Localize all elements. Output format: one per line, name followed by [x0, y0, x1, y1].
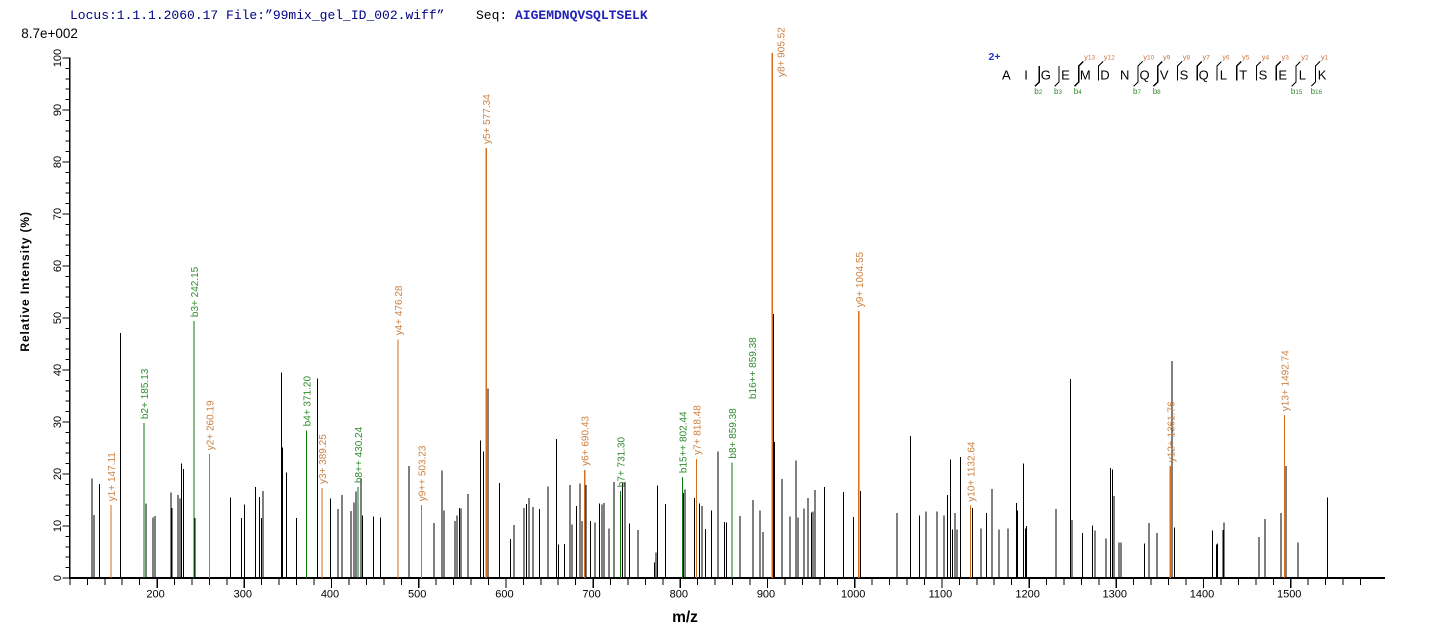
svg-text:D: D [1100, 68, 1109, 83]
svg-text:30: 30 [52, 416, 64, 428]
svg-text:S: S [1180, 68, 1189, 83]
svg-text:y12: y12 [1104, 52, 1115, 61]
svg-text:20: 20 [52, 468, 64, 480]
svg-text:b4: b4 [1074, 87, 1082, 96]
svg-text:b8: b8 [1153, 87, 1161, 96]
svg-text:y7: y7 [1203, 52, 1211, 61]
svg-text:y1+ 147.11: y1+ 147.11 [107, 452, 118, 501]
svg-text:40: 40 [52, 364, 64, 376]
svg-text:y5+ 577.34: y5+ 577.34 [482, 94, 493, 144]
svg-text:10: 10 [52, 520, 64, 532]
svg-text:b15: b15 [1291, 87, 1303, 96]
svg-text:1400: 1400 [1190, 589, 1214, 601]
svg-text:y8: y8 [1183, 52, 1191, 61]
svg-text:Q: Q [1139, 68, 1149, 83]
svg-text:M: M [1080, 68, 1091, 83]
svg-text:b7: b7 [1133, 87, 1141, 96]
svg-text:1200: 1200 [1015, 589, 1039, 601]
svg-text:y6: y6 [1222, 52, 1230, 61]
svg-text:L: L [1220, 68, 1227, 83]
svg-text:y3: y3 [1282, 52, 1290, 61]
svg-text:80: 80 [52, 156, 64, 168]
svg-text:800: 800 [670, 589, 688, 601]
svg-text:1300: 1300 [1103, 589, 1127, 601]
svg-text:b16: b16 [1311, 87, 1323, 96]
svg-text:b4+ 371.20: b4+ 371.20 [302, 376, 313, 427]
svg-text:y9++ 503.23: y9++ 503.23 [418, 445, 429, 501]
svg-text:AIGEMDNQVSQLTSELK: AIGEMDNQVSQLTSELK [515, 8, 648, 23]
svg-text:Seq:: Seq: [476, 8, 507, 23]
svg-text:70: 70 [52, 208, 64, 220]
svg-text:1100: 1100 [929, 589, 953, 601]
svg-text:I: I [1024, 68, 1028, 83]
svg-text:0: 0 [52, 575, 64, 581]
svg-text:b3: b3 [1054, 87, 1062, 96]
svg-text:L: L [1299, 68, 1306, 83]
svg-text:b3+ 242.15: b3+ 242.15 [190, 266, 201, 317]
svg-text:y13: y13 [1084, 52, 1095, 61]
svg-text:y13+ 1492.74: y13+ 1492.74 [1280, 350, 1291, 411]
svg-text:y4+ 476.28: y4+ 476.28 [394, 285, 405, 335]
svg-text:900: 900 [757, 589, 775, 601]
svg-text:400: 400 [321, 589, 339, 601]
svg-text:K: K [1318, 68, 1327, 83]
svg-text:60: 60 [52, 260, 64, 272]
svg-text:b15++ 802.44: b15++ 802.44 [678, 411, 689, 473]
svg-text:E: E [1061, 68, 1070, 83]
svg-text:Locus:1.1.1.2060.17 File:”99mi: Locus:1.1.1.2060.17 File:”99mix_gel_ID_0… [70, 8, 444, 23]
svg-text:E: E [1278, 68, 1287, 83]
svg-text:y9+ 1004.55: y9+ 1004.55 [855, 251, 866, 307]
svg-text:A: A [1002, 68, 1011, 83]
svg-text:100: 100 [52, 49, 64, 67]
svg-text:700: 700 [582, 589, 600, 601]
svg-text:b2: b2 [1034, 87, 1042, 96]
svg-text:y8+ 905.52: y8+ 905.52 [777, 27, 788, 77]
svg-text:500: 500 [408, 589, 426, 601]
svg-text:S: S [1259, 68, 1268, 83]
svg-text:y10: y10 [1143, 52, 1154, 61]
svg-text:1000: 1000 [841, 589, 865, 601]
svg-text:y9: y9 [1163, 52, 1171, 61]
svg-text:b16++ 859.38: b16++ 859.38 [748, 337, 759, 399]
svg-text:y2: y2 [1301, 52, 1309, 61]
svg-text:90: 90 [52, 104, 64, 116]
svg-text:b8+ 859.38: b8+ 859.38 [728, 408, 739, 459]
svg-text:200: 200 [146, 589, 164, 601]
svg-text:50: 50 [52, 312, 64, 324]
svg-text:y12+ 1361.76: y12+ 1361.76 [1166, 401, 1177, 462]
svg-text:b2+ 185.13: b2+ 185.13 [140, 368, 151, 419]
svg-text:y4: y4 [1262, 52, 1270, 61]
svg-text:y3+ 389.25: y3+ 389.25 [318, 434, 329, 484]
svg-text:y10+ 1132.64: y10+ 1132.64 [966, 441, 977, 502]
svg-text:y2+ 260.19: y2+ 260.19 [206, 400, 217, 450]
svg-text:N: N [1120, 68, 1129, 83]
svg-text:Q: Q [1199, 68, 1209, 83]
svg-text:V: V [1160, 68, 1169, 83]
svg-text:Relative Intensity (%): Relative Intensity (%) [18, 211, 32, 352]
svg-text:2+: 2+ [989, 51, 1001, 63]
svg-text:y1: y1 [1321, 52, 1329, 61]
svg-text:y5: y5 [1242, 52, 1250, 61]
svg-text:b7+ 731.30: b7+ 731.30 [616, 436, 627, 487]
svg-text:T: T [1239, 68, 1247, 83]
svg-text:8.7e+002: 8.7e+002 [21, 26, 78, 41]
svg-text:m/z: m/z [672, 609, 698, 626]
svg-text:b8++ 430.24: b8++ 430.24 [354, 426, 365, 483]
svg-text:600: 600 [495, 589, 513, 601]
svg-text:G: G [1041, 68, 1051, 83]
svg-text:1500: 1500 [1277, 589, 1301, 601]
svg-text:y6+ 690.43: y6+ 690.43 [581, 416, 592, 466]
svg-text:y7+ 818.48: y7+ 818.48 [692, 405, 703, 455]
svg-text:300: 300 [234, 589, 252, 601]
